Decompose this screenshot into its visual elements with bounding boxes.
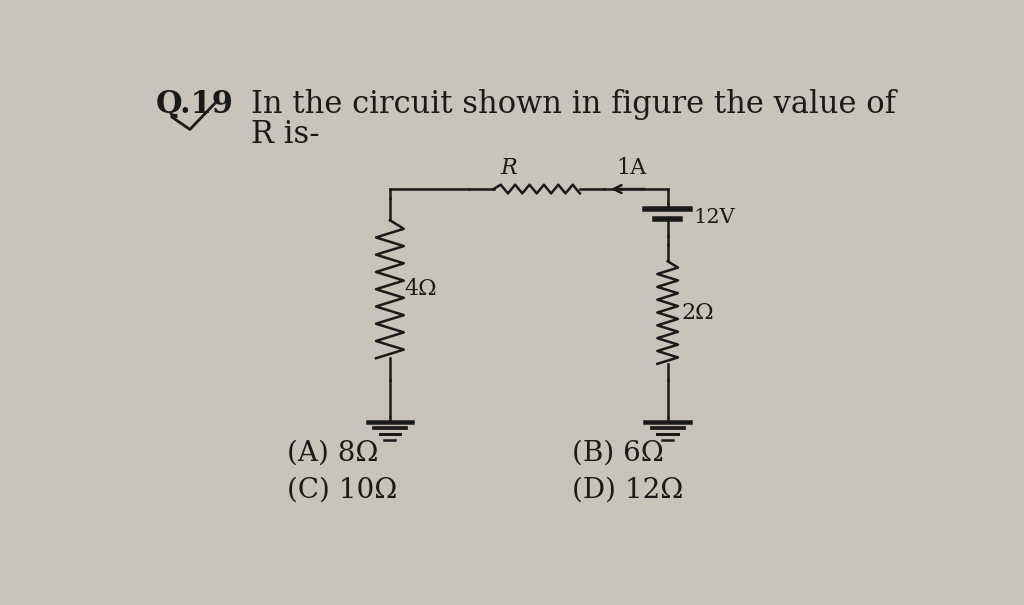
Text: (B) 6Ω: (B) 6Ω	[572, 439, 665, 466]
Text: In the circuit shown in figure the value of: In the circuit shown in figure the value…	[251, 89, 896, 120]
Text: 4Ω: 4Ω	[404, 278, 437, 300]
Text: (A) 8Ω: (A) 8Ω	[287, 439, 378, 466]
Text: (C) 10Ω: (C) 10Ω	[287, 477, 397, 503]
Text: 2Ω: 2Ω	[682, 301, 715, 324]
Text: R: R	[501, 157, 517, 179]
Text: R is-: R is-	[251, 119, 319, 150]
Text: Q.19: Q.19	[156, 89, 233, 120]
Text: (D) 12Ω: (D) 12Ω	[572, 477, 684, 503]
Text: 12V: 12V	[694, 208, 735, 226]
Text: 1A: 1A	[616, 157, 646, 179]
